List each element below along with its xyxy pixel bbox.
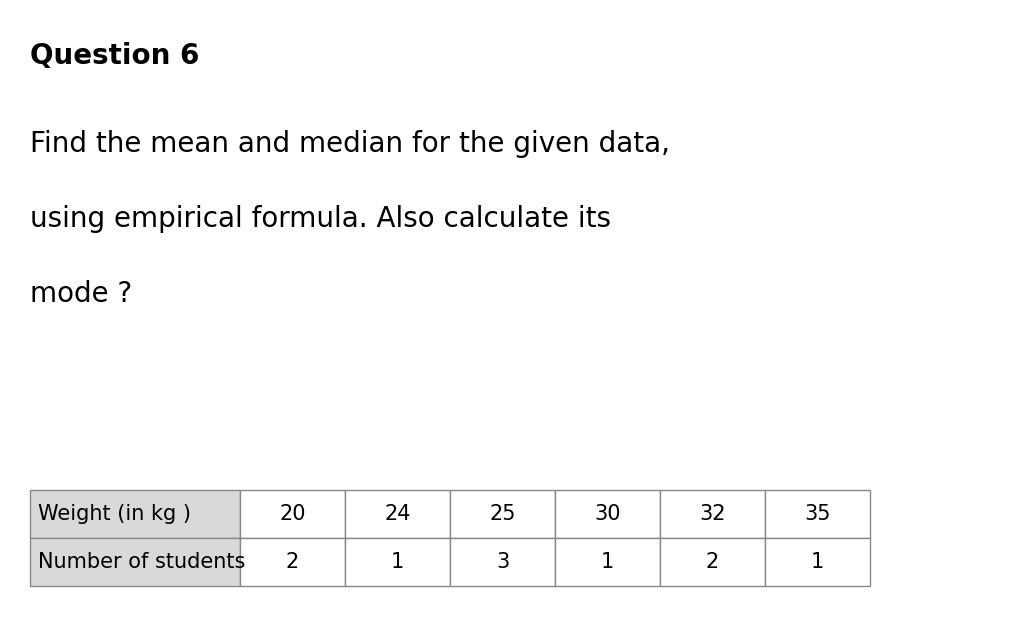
Text: Question 6: Question 6 [30, 42, 200, 70]
Text: mode ?: mode ? [30, 280, 132, 308]
Text: 25: 25 [489, 504, 516, 524]
Bar [345, 538, 450, 586]
Text: 3: 3 [496, 552, 509, 572]
Text: 24: 24 [384, 504, 411, 524]
Bar [240, 538, 345, 586]
Bar [30, 538, 240, 586]
Bar [30, 490, 240, 538]
Text: 2: 2 [286, 552, 299, 572]
Text: 1: 1 [811, 552, 824, 572]
Text: 30: 30 [594, 504, 621, 524]
Bar [450, 490, 555, 538]
Bar [555, 490, 660, 538]
Text: 35: 35 [804, 504, 830, 524]
Bar [555, 538, 660, 586]
Text: 32: 32 [699, 504, 726, 524]
Bar [240, 490, 345, 538]
Text: 1: 1 [391, 552, 404, 572]
Text: 1: 1 [601, 552, 614, 572]
Text: 2: 2 [706, 552, 719, 572]
Bar [450, 538, 555, 586]
Bar [660, 490, 765, 538]
Text: Number of students: Number of students [38, 552, 246, 572]
Text: using empirical formula. Also calculate its: using empirical formula. Also calculate … [30, 205, 611, 233]
Text: 20: 20 [280, 504, 306, 524]
Text: Weight (in kg ): Weight (in kg ) [38, 504, 191, 524]
Bar [660, 538, 765, 586]
Bar [765, 538, 870, 586]
Bar [345, 490, 450, 538]
Text: Find the mean and median for the given data,: Find the mean and median for the given d… [30, 130, 670, 158]
Bar [765, 490, 870, 538]
